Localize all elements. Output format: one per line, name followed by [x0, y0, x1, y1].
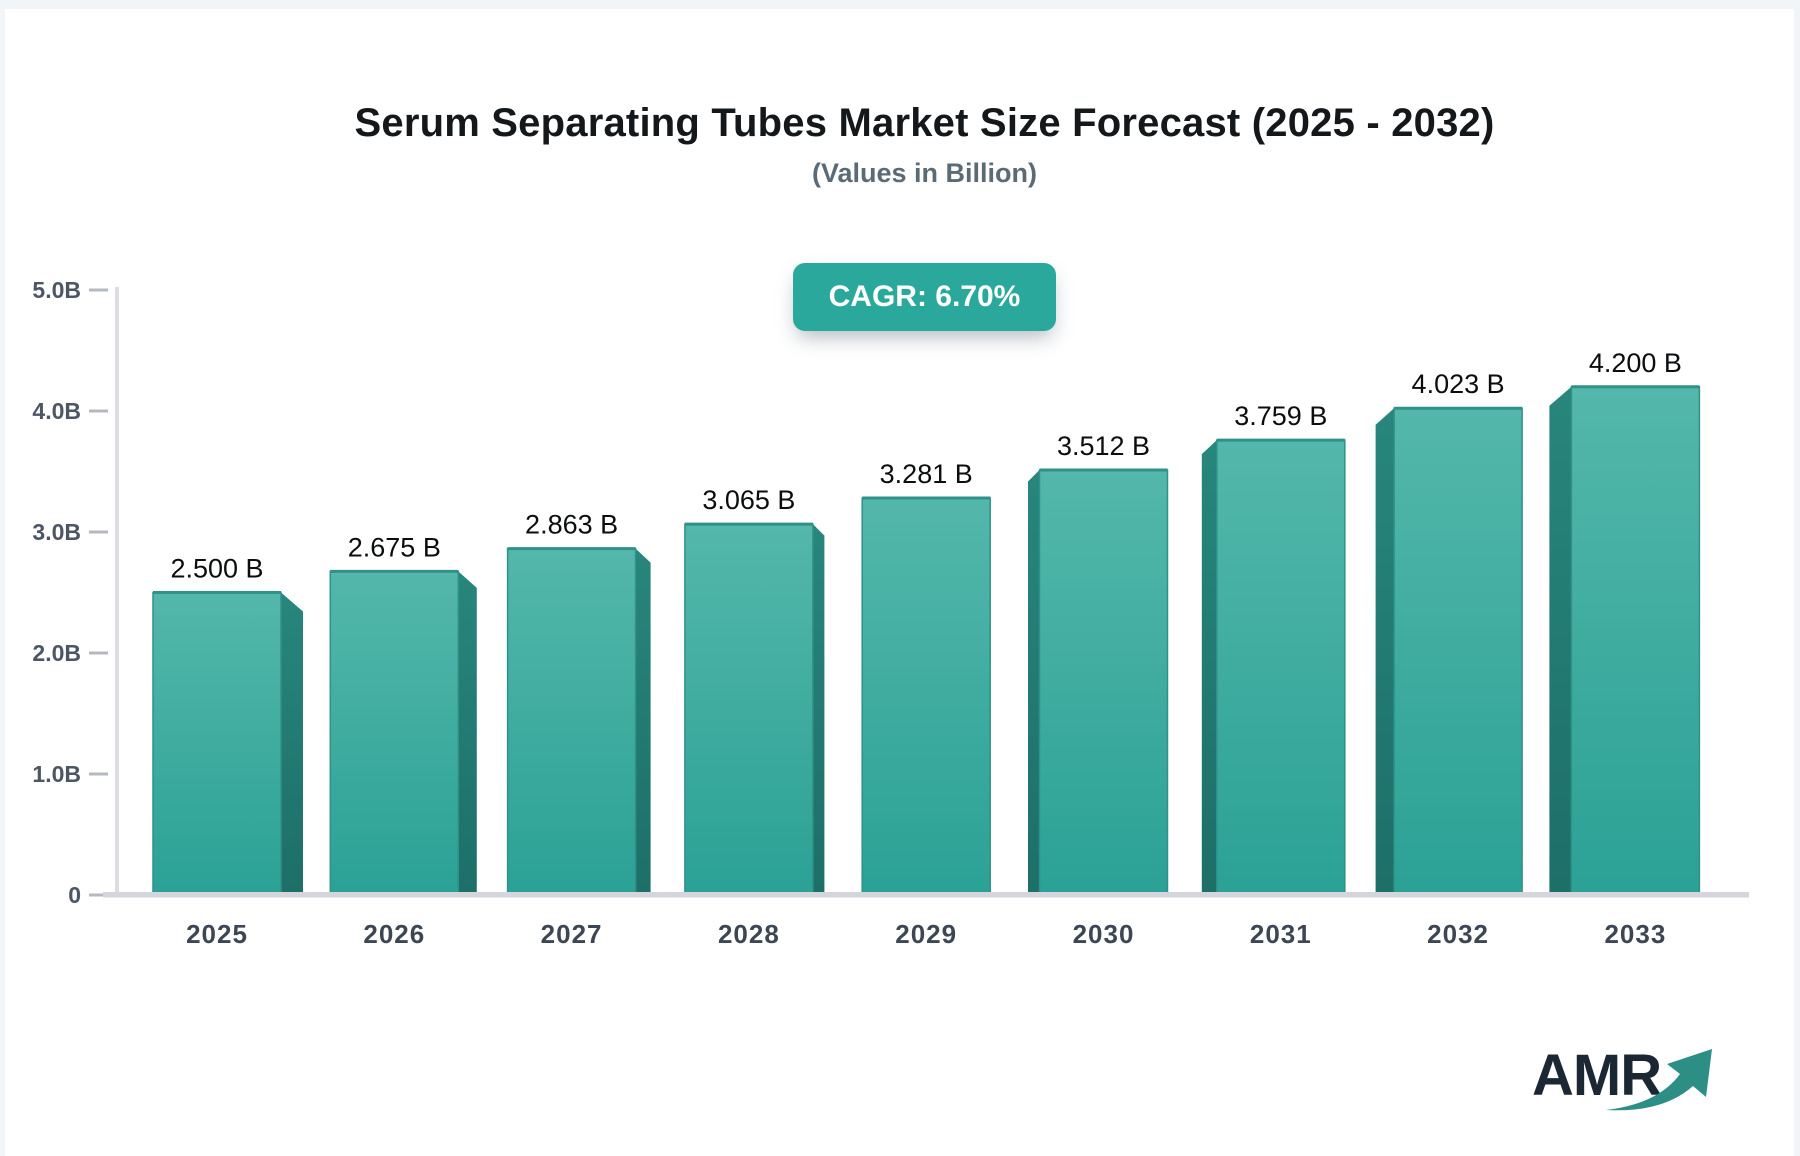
bar-front-face — [1038, 469, 1169, 896]
bar-value-label: 3.281 B — [880, 459, 973, 489]
y-tick-label: 5.0B — [32, 277, 81, 303]
amr-logo-text: AMR — [1532, 1043, 1661, 1108]
bar-value-label: 4.200 B — [1589, 348, 1682, 378]
bar-2025: 2.500 B — [152, 554, 303, 896]
x-tick-label: 2030 — [1073, 919, 1135, 949]
y-tick-label: 0 — [68, 882, 81, 908]
bars-group: 2.500 B 2.675 B 2.863 B 3.065 B 3.281 B 3.512… — [152, 348, 1701, 896]
bar-2030: 3.512 B — [1028, 431, 1169, 896]
bar-2027: 2.863 B — [506, 510, 651, 896]
bar-side-face — [812, 524, 825, 895]
y-tick-label: 2.0B — [32, 640, 81, 666]
y-axis-line — [115, 287, 119, 895]
bar-2029: 3.281 B — [861, 459, 991, 896]
bar-value-label: 2.675 B — [348, 532, 441, 562]
x-tick-label: 2028 — [718, 919, 780, 949]
bar-value-label: 3.759 B — [1234, 401, 1327, 431]
y-tick-label: 1.0B — [32, 761, 81, 787]
x-tick-label: 2031 — [1250, 919, 1312, 949]
cagr-badge-row: CAGR: 6.70% — [5, 263, 1794, 331]
x-tick-label: 2029 — [895, 919, 957, 949]
bar-front-face — [1393, 407, 1523, 896]
chart-subtitle: (Values in Billion) — [811, 158, 1038, 188]
x-axis-labels: 2025 2026 2027 2028 2029 2030 2031 2032 2033 — [186, 919, 1666, 949]
bar-2028: 3.065 B — [684, 485, 825, 896]
x-axis-line — [103, 892, 1749, 898]
bar-side-face — [1375, 408, 1395, 895]
bar-front-face — [861, 497, 991, 896]
bar-2031: 3.759 B — [1201, 401, 1346, 896]
bar-2026: 2.675 B — [329, 532, 477, 896]
bar-front-face — [329, 570, 460, 896]
x-tick-label: 2025 — [186, 919, 248, 949]
x-tick-label: 2027 — [541, 919, 603, 949]
bar-2033: 4.200 B — [1549, 348, 1701, 896]
bar-front-face — [1570, 386, 1701, 896]
baseline — [103, 892, 1749, 898]
bar-front-face — [506, 547, 637, 896]
y-tick-label: 3.0B — [32, 519, 81, 545]
x-tick-label: 2026 — [363, 919, 425, 949]
x-tick-label: 2033 — [1604, 919, 1666, 949]
growth-arrow-icon — [1606, 1049, 1712, 1111]
y-axis: 5.0B 4.0B 3.0B 2.0B 1.0B 0 — [32, 277, 119, 908]
x-tick-label: 2032 — [1427, 919, 1489, 949]
bar-front-face — [152, 591, 282, 896]
bar-front-face — [684, 523, 814, 896]
bar-value-label: 4.023 B — [1412, 369, 1505, 399]
bar-front-face — [1216, 439, 1346, 896]
bar-value-label: 2.863 B — [525, 510, 618, 540]
cagr-badge: CAGR: 6.70% — [792, 263, 1057, 331]
bar-side-face — [635, 548, 651, 895]
chart-header: Serum Separating Tubes Market Size Forec… — [5, 101, 1794, 189]
chart-card: Serum Separating Tubes Market Size Forec… — [5, 9, 1794, 1156]
bar-value-label: 3.512 B — [1057, 431, 1150, 461]
bar-side-face — [281, 592, 303, 895]
bar-side-face — [458, 571, 477, 895]
bar-chart: 5.0B 4.0B 3.0B 2.0B 1.0B 0 2.500 B 2.675 B 2.86… — [32, 277, 1749, 949]
bar-value-label: 2.500 B — [170, 554, 263, 584]
bar-side-face — [1549, 386, 1572, 895]
amr-logo: AMR — [1532, 1043, 1712, 1111]
y-tick-label: 4.0B — [32, 398, 81, 424]
chart-title: Serum Separating Tubes Market Size Forec… — [354, 101, 1495, 145]
bar-value-label: 3.065 B — [702, 485, 795, 515]
bar-2032: 4.023 B — [1375, 369, 1523, 896]
bar-side-face — [1201, 440, 1217, 895]
bar-side-face — [1028, 470, 1040, 895]
